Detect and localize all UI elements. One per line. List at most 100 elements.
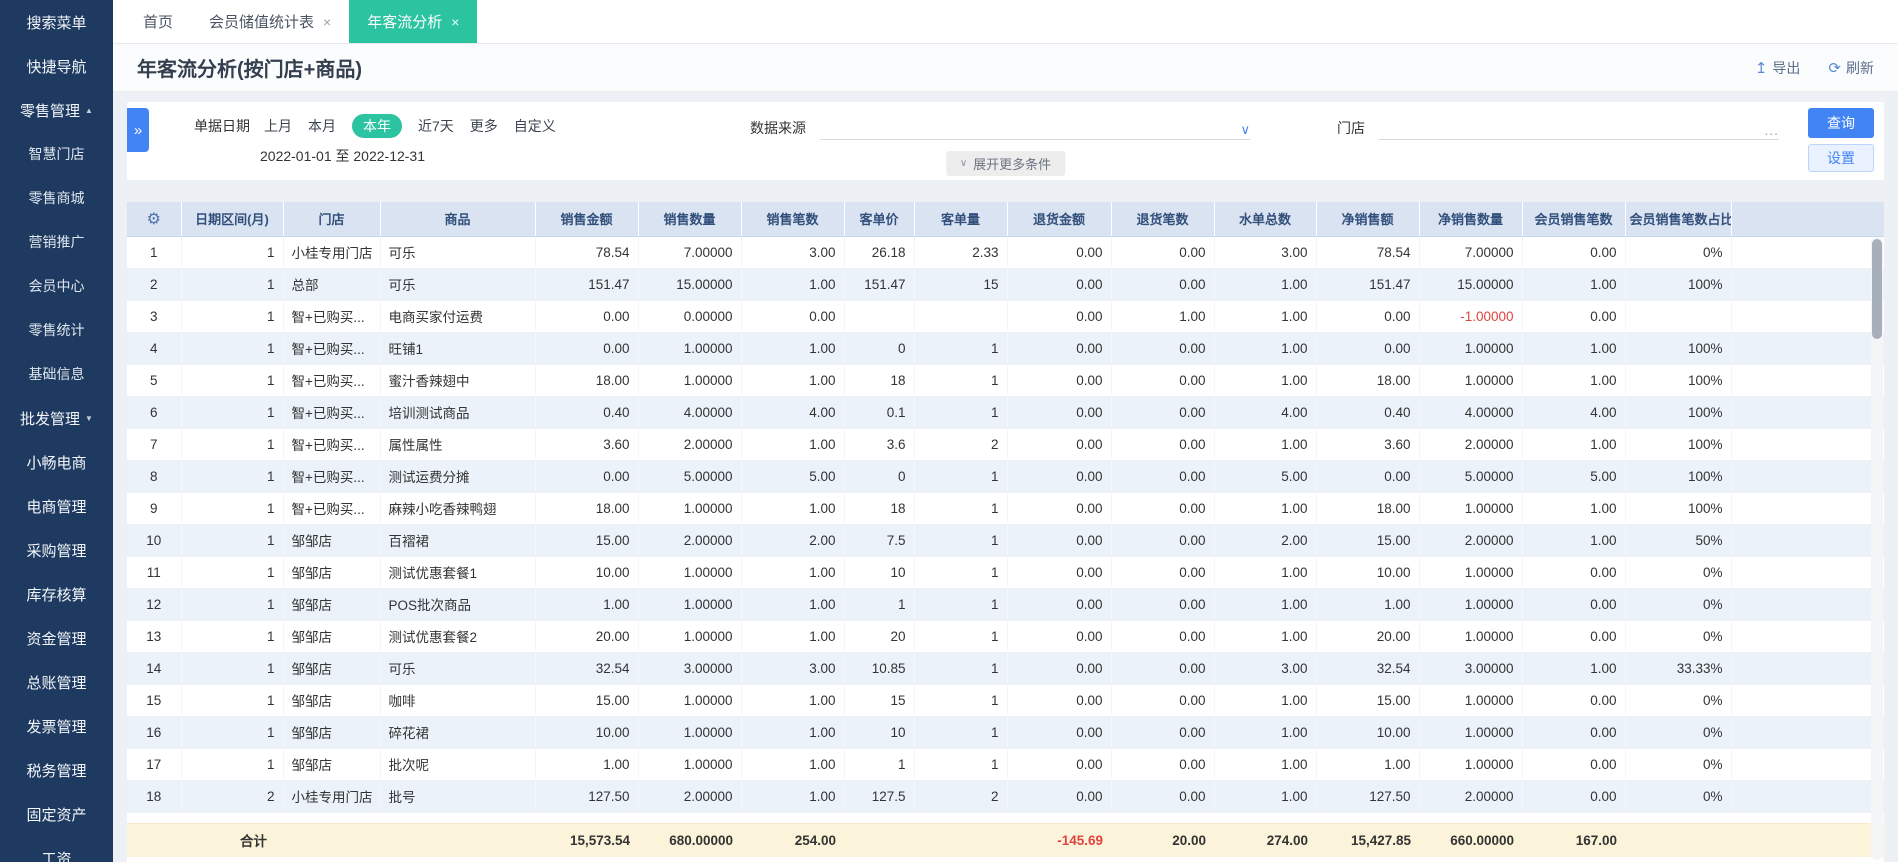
sidebar-item[interactable]: 搜索菜单 <box>0 0 113 44</box>
column-header[interactable]: 商品 <box>380 202 536 237</box>
column-header[interactable]: 销售金额 <box>535 202 639 237</box>
sidebar-item[interactable]: 固定资产 <box>0 792 113 836</box>
table-row[interactable]: 1 1 小桂专用门店 可乐 78.54 7.00000 3.00 26.18 2.33 0.00 0… <box>127 236 1884 269</box>
table-row[interactable]: 14 1 邹邹店 可乐 32.54 3.00000 3.00 10.85 1 0.00 0.00 3.… <box>127 652 1884 685</box>
sidebar-item[interactable]: 零售商城 <box>0 176 113 220</box>
sidebar-item[interactable]: 零售管理 ▲ <box>0 88 113 132</box>
store-filter-group: 门店 ... <box>1337 114 1779 140</box>
expand-more-button[interactable]: ∨ 展开更多条件 <box>945 151 1066 176</box>
table-row[interactable]: 15 1 邹邹店 咖啡 15.00 1.00000 1.00 15 1 0.00 0.00 1.00 1… <box>127 684 1884 717</box>
table-cell: 100% <box>1625 396 1732 429</box>
column-header[interactable]: 门店 <box>283 202 381 237</box>
table-cell <box>1625 300 1732 333</box>
table-cell: 1.00 <box>1214 364 1317 397</box>
date-option[interactable]: 本月 <box>308 118 336 134</box>
date-option[interactable]: 本年 <box>352 114 402 138</box>
total-cell: 15,573.54 <box>535 822 639 857</box>
tab[interactable]: 年客流分析 × <box>349 0 478 43</box>
export-button[interactable]: ↥ 导出 <box>1755 58 1801 78</box>
table-cell: 1.00 <box>741 428 845 461</box>
table-cell: 0.00 <box>1111 236 1215 269</box>
table-cell: 1.00000 <box>1419 556 1523 589</box>
sidebar-item[interactable]: 工资 <box>0 836 113 862</box>
column-header[interactable]: 客单价 <box>844 202 915 237</box>
table-row[interactable]: 8 1 智+已购买... 测试运费分摊 0.00 5.00000 5.00 0 1 0.00 0.0… <box>127 460 1884 493</box>
sidebar-item[interactable]: 批发管理 ▼ <box>0 396 113 440</box>
row-number: 17 <box>127 748 182 781</box>
table-cell: 邹邹店 <box>283 652 381 685</box>
table-row[interactable]: 4 1 智+已购买... 旺铺1 0.00 1.00000 1.00 0 1 0.00 0.00 1.… <box>127 332 1884 365</box>
query-button[interactable]: 查询 <box>1808 108 1874 138</box>
date-option[interactable]: 更多 <box>469 118 498 134</box>
close-icon[interactable]: × <box>323 13 332 30</box>
filter-panel: » 单据日期 上月 本月 本年 近7天 更多 自定义 2022-01-01 至 2022-… <box>127 102 1884 180</box>
sidebar-item[interactable]: 电商管理 <box>0 484 113 528</box>
store-input[interactable]: ... <box>1379 114 1779 140</box>
column-header[interactable]: 会员销售笔数占比 <box>1625 202 1732 237</box>
tab[interactable]: 会员储值统计表 × <box>191 0 349 43</box>
row-number: 13 <box>127 620 182 653</box>
sidebar-item[interactable]: 零售统计 <box>0 308 113 352</box>
table-cell: 0.00 <box>1522 556 1626 589</box>
table-row[interactable]: 17 1 邹邹店 批次呢 1.00 1.00000 1.00 1 1 0.00 0.00 1.00 1.… <box>127 748 1884 781</box>
table-row[interactable]: 3 1 智+已购买... 电商买家付运费 0.00 0.00000 0.00 0.00 1.00… <box>127 300 1884 333</box>
table-cell: 7.00000 <box>1419 236 1523 269</box>
table-row[interactable]: 6 1 智+已购买... 培训测试商品 0.40 4.00000 4.00 0.1 1 0.00 0… <box>127 396 1884 429</box>
table-cell: 0.00 <box>1007 524 1112 557</box>
table-row[interactable]: 5 1 智+已购买... 蜜汁香辣翅中 18.00 1.00000 1.00 18 1 0.00 0… <box>127 364 1884 397</box>
collapse-filter-button[interactable]: » <box>127 108 149 152</box>
sidebar-item[interactable]: 发票管理 <box>0 704 113 748</box>
sidebar-item[interactable]: 会员中心 <box>0 264 113 308</box>
table-row[interactable]: 12 1 邹邹店 POS批次商品 1.00 1.00000 1.00 1 1 0.00 0.00 1.… <box>127 588 1884 621</box>
column-header[interactable]: 水单总数 <box>1214 202 1317 237</box>
table-row[interactable]: 2 1 总部 可乐 151.47 15.00000 1.00 151.47 15 0.00 0.00… <box>127 268 1884 301</box>
settings-button[interactable]: 设置 <box>1808 144 1874 172</box>
table-cell: 0.00 <box>1111 620 1215 653</box>
date-filter-label: 单据日期 <box>194 118 250 134</box>
table-cell: 1.00 <box>1522 524 1626 557</box>
table-row[interactable]: 18 2 小桂专用门店 批号 127.50 2.00000 1.00 127.5 2 0.00 0.… <box>127 780 1884 813</box>
table-row[interactable]: 10 1 邹邹店 百褶裙 15.00 2.00000 2.00 7.5 1 0.00 0.00 2.0… <box>127 524 1884 557</box>
table-row[interactable]: 7 1 智+已购买... 属性属性 3.60 2.00000 1.00 3.6 2 0.00 0.0… <box>127 428 1884 461</box>
vertical-scrollbar[interactable] <box>1871 237 1883 860</box>
column-header[interactable]: 销售笔数 <box>741 202 845 237</box>
sidebar-item[interactable]: 库存核算 <box>0 572 113 616</box>
table-cell: 1 <box>181 460 284 493</box>
column-header[interactable]: 退货金额 <box>1007 202 1112 237</box>
column-header[interactable]: 会员销售笔数 <box>1522 202 1626 237</box>
table-cell: 0.00 <box>1111 748 1215 781</box>
column-header[interactable]: 销售数量 <box>638 202 742 237</box>
date-option[interactable]: 上月 <box>264 118 292 134</box>
sidebar-item[interactable]: 总账管理 <box>0 660 113 704</box>
sidebar-item[interactable]: 税务管理 <box>0 748 113 792</box>
close-icon[interactable]: × <box>451 13 460 30</box>
data-source-select[interactable]: ∨ <box>820 114 1250 140</box>
table-row[interactable]: 9 1 智+已购买... 麻辣小吃香辣鸭翅 18.00 1.00000 1.00 18 1 0.0… <box>127 492 1884 525</box>
gear-icon[interactable]: ⚙ <box>127 202 182 237</box>
column-header[interactable]: 退货笔数 <box>1111 202 1215 237</box>
table-row[interactable]: 16 1 邹邹店 碎花裙 10.00 1.00000 1.00 10 1 0.00 0.00 1.00… <box>127 716 1884 749</box>
column-header[interactable]: 净销售数量 <box>1419 202 1523 237</box>
sidebar-item-label: 批发管理 <box>20 410 81 428</box>
sidebar-item[interactable]: 采购管理 <box>0 528 113 572</box>
table-cell: 1 <box>181 428 284 461</box>
column-header[interactable]: 日期区间(月) <box>181 202 284 237</box>
sidebar-item[interactable]: 快捷导航 <box>0 44 113 88</box>
sidebar-item[interactable]: 智慧门店 <box>0 132 113 176</box>
table-cell: 4.00 <box>1214 396 1317 429</box>
table-row[interactable]: 13 1 邹邹店 测试优惠套餐2 20.00 1.00000 1.00 20 1 0.00 0.00… <box>127 620 1884 653</box>
more-options-icon[interactable]: ... <box>1764 122 1779 138</box>
scrollbar-thumb[interactable] <box>1872 239 1882 339</box>
date-option[interactable]: 近7天 <box>418 118 454 134</box>
sidebar-item[interactable]: 基础信息 <box>0 352 113 396</box>
date-option[interactable]: 自定义 <box>513 118 556 134</box>
column-header[interactable]: 净销售额 <box>1316 202 1420 237</box>
sidebar-item[interactable]: 资金管理 <box>0 616 113 660</box>
tab[interactable]: 首页 <box>125 0 191 43</box>
table-row[interactable]: 11 1 邹邹店 测试优惠套餐1 10.00 1.00000 1.00 10 1 0.00 0.00… <box>127 556 1884 589</box>
table-cell: 10.00 <box>535 556 639 589</box>
column-header[interactable]: 客单量 <box>914 202 1008 237</box>
refresh-button[interactable]: ⟳ 刷新 <box>1828 58 1874 78</box>
sidebar-item[interactable]: 营销推广 <box>0 220 113 264</box>
sidebar-item[interactable]: 小畅电商 <box>0 440 113 484</box>
